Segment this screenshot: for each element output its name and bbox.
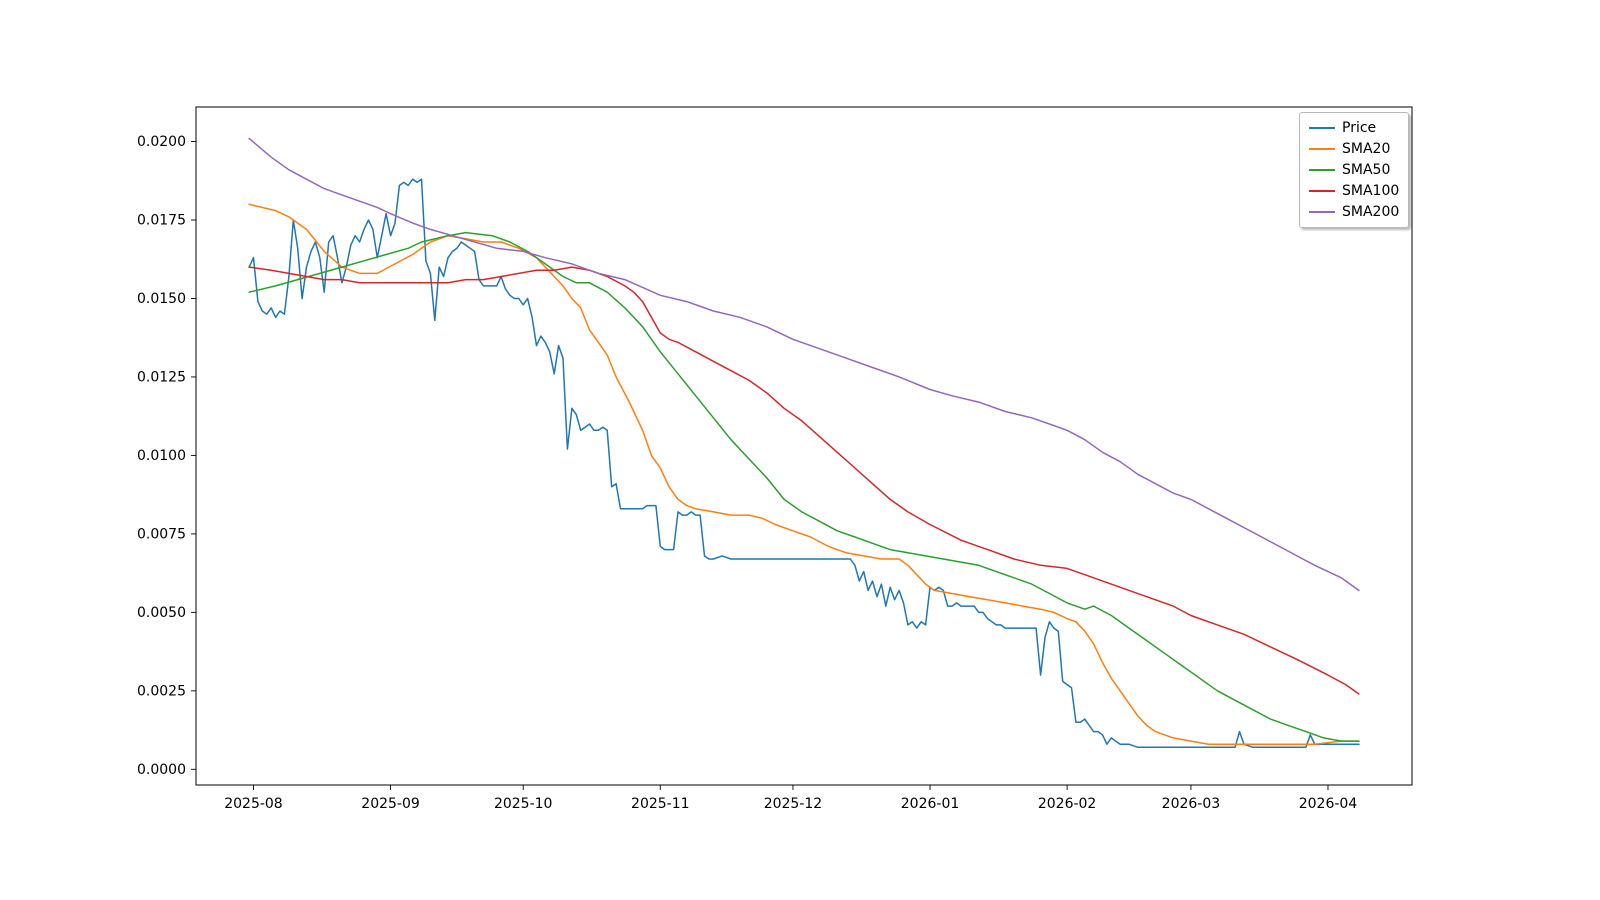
x-axis-tick-label: 2026-01 bbox=[901, 796, 960, 812]
y-axis-tick-label: 0.0000 bbox=[137, 762, 186, 778]
x-axis-tick-label: 2026-02 bbox=[1038, 796, 1097, 812]
y-axis-tick-label: 0.0200 bbox=[137, 134, 186, 150]
legend-label-sma200: SMA200 bbox=[1342, 204, 1400, 220]
y-axis-tick-label: 0.0175 bbox=[137, 213, 186, 229]
legend-label-sma50: SMA50 bbox=[1342, 162, 1391, 178]
legend-line-price-icon bbox=[1309, 127, 1335, 129]
x-axis-tick-label: 2025-10 bbox=[494, 796, 553, 812]
series-line-sma200 bbox=[248, 137, 1360, 592]
legend-item-price: Price bbox=[1309, 119, 1399, 137]
legend-line-sma20-icon bbox=[1309, 148, 1335, 150]
legend-item-sma20: SMA20 bbox=[1309, 140, 1399, 158]
x-axis-tick-label: 2025-12 bbox=[764, 796, 823, 812]
y-axis-tick-label: 0.0100 bbox=[137, 448, 186, 464]
y-axis-tick-label: 0.0150 bbox=[137, 291, 186, 307]
x-axis-tick-label: 2025-08 bbox=[224, 796, 283, 812]
legend-label-price: Price bbox=[1342, 120, 1377, 136]
y-axis-tick-label: 0.0025 bbox=[137, 683, 186, 699]
legend-item-sma200: SMA200 bbox=[1309, 203, 1399, 221]
x-axis-tick-label: 2025-09 bbox=[361, 796, 420, 812]
y-axis-tick-label: 0.0075 bbox=[137, 526, 186, 542]
legend: Price SMA20 SMA50 SMA100 SMA200 bbox=[1299, 112, 1410, 228]
series-line-sma20 bbox=[248, 203, 1360, 745]
legend-label-sma100: SMA100 bbox=[1342, 183, 1400, 199]
y-axis-tick-label: 0.0125 bbox=[137, 369, 186, 385]
x-axis-tick-label: 2026-03 bbox=[1162, 796, 1221, 812]
series-line-sma50 bbox=[248, 231, 1360, 742]
legend-line-sma50-icon bbox=[1309, 169, 1335, 171]
x-axis-tick-label: 2025-11 bbox=[631, 796, 690, 812]
legend-item-sma50: SMA50 bbox=[1309, 161, 1399, 179]
x-axis-tick-label: 2026-04 bbox=[1299, 796, 1358, 812]
y-axis-tick-label: 0.0050 bbox=[137, 605, 186, 621]
series-line-sma100 bbox=[248, 266, 1360, 695]
legend-line-sma100-icon bbox=[1309, 190, 1335, 192]
legend-line-sma200-icon bbox=[1309, 211, 1335, 213]
axes-frame bbox=[195, 106, 1413, 786]
legend-item-sma100: SMA100 bbox=[1309, 182, 1399, 200]
series-line-price bbox=[248, 178, 1360, 749]
legend-label-sma20: SMA20 bbox=[1342, 141, 1391, 157]
